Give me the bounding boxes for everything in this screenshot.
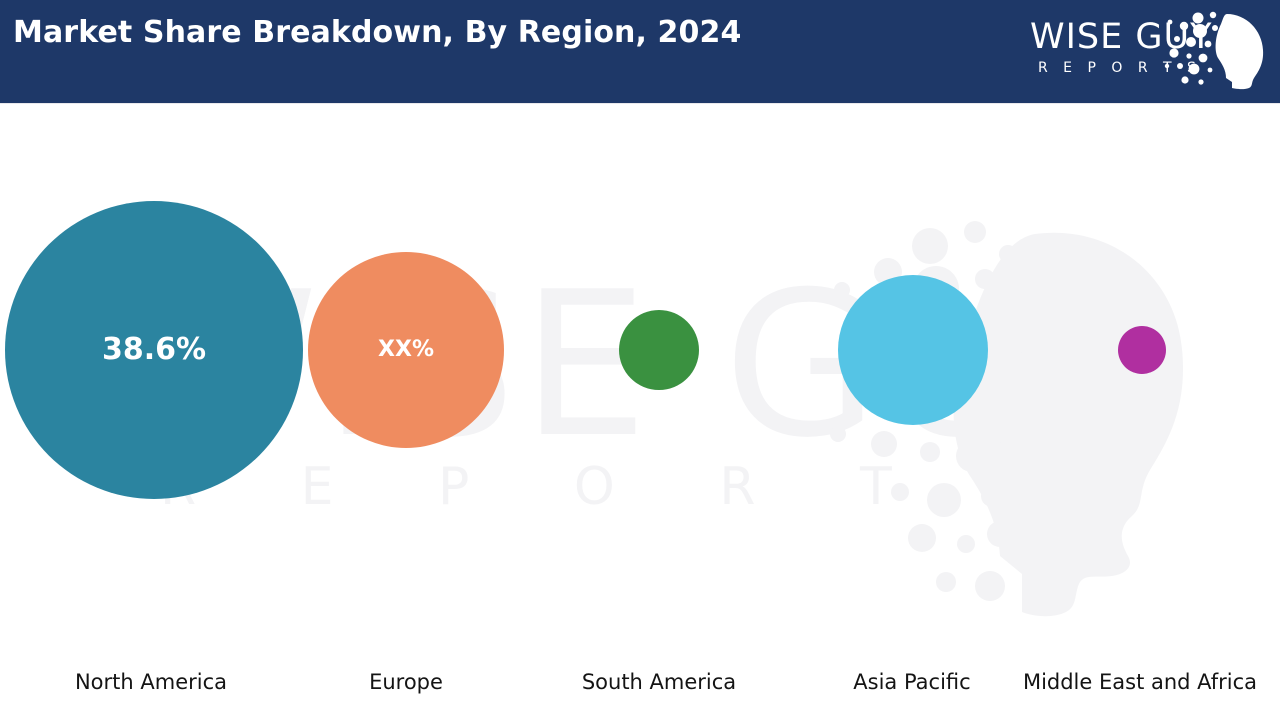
category-label-asia-pacific: Asia Pacific [853, 670, 971, 694]
svg-text:R E P O R T S: R E P O R T S [1038, 60, 1201, 76]
category-label-europe: Europe [369, 670, 443, 694]
category-label-north-america: North America [74, 670, 228, 694]
page-title: Market Share Breakdown, By Region, 2024 [13, 15, 742, 50]
chart-canvas: WISE GUY R E P O R T S [0, 103, 1280, 720]
bubble-south-america[interactable] [619, 310, 699, 390]
category-axis-labels: North America Europe South America Asia … [0, 104, 1280, 720]
bubble-asia-pacific[interactable] [838, 275, 988, 425]
category-label-south-america: South America [581, 670, 737, 694]
wiseguy-reports-logo: WISE GUY R E P O R T S [1022, 6, 1272, 94]
page-header: Market Share Breakdown, By Region, 2024 … [0, 0, 1280, 103]
category-label-middle-east-and-africa: Middle East and Africa [1022, 670, 1258, 694]
bubble-middle-east-and-africa[interactable] [1118, 326, 1166, 374]
bubble-plot: WISE GUY R E P O R T S [0, 104, 1280, 720]
dotted-head-profile-icon [1164, 11, 1264, 90]
